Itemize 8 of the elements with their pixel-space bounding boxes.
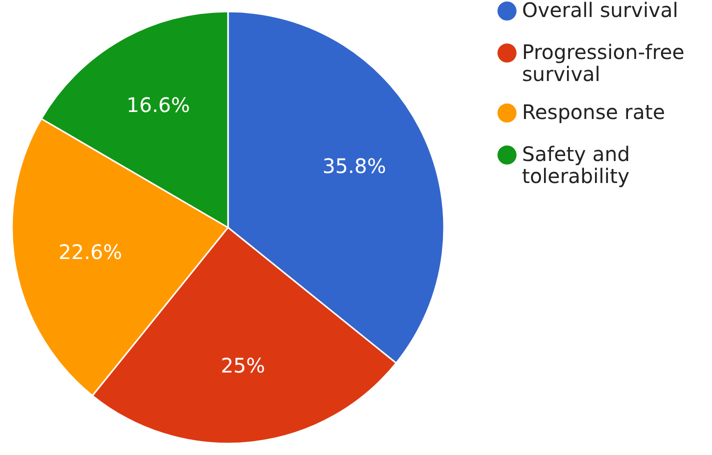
legend-label: Progression-free survival bbox=[522, 40, 684, 86]
legend-label: Response rate bbox=[522, 100, 666, 124]
data-label: 35.8% bbox=[322, 154, 386, 178]
data-label: 25% bbox=[220, 354, 266, 378]
legend-label: Overall survival bbox=[522, 0, 678, 22]
data-label: 16.6% bbox=[126, 93, 190, 118]
data-label: 22.6% bbox=[58, 240, 122, 264]
legend-label: Safety and tolerability bbox=[522, 142, 630, 188]
